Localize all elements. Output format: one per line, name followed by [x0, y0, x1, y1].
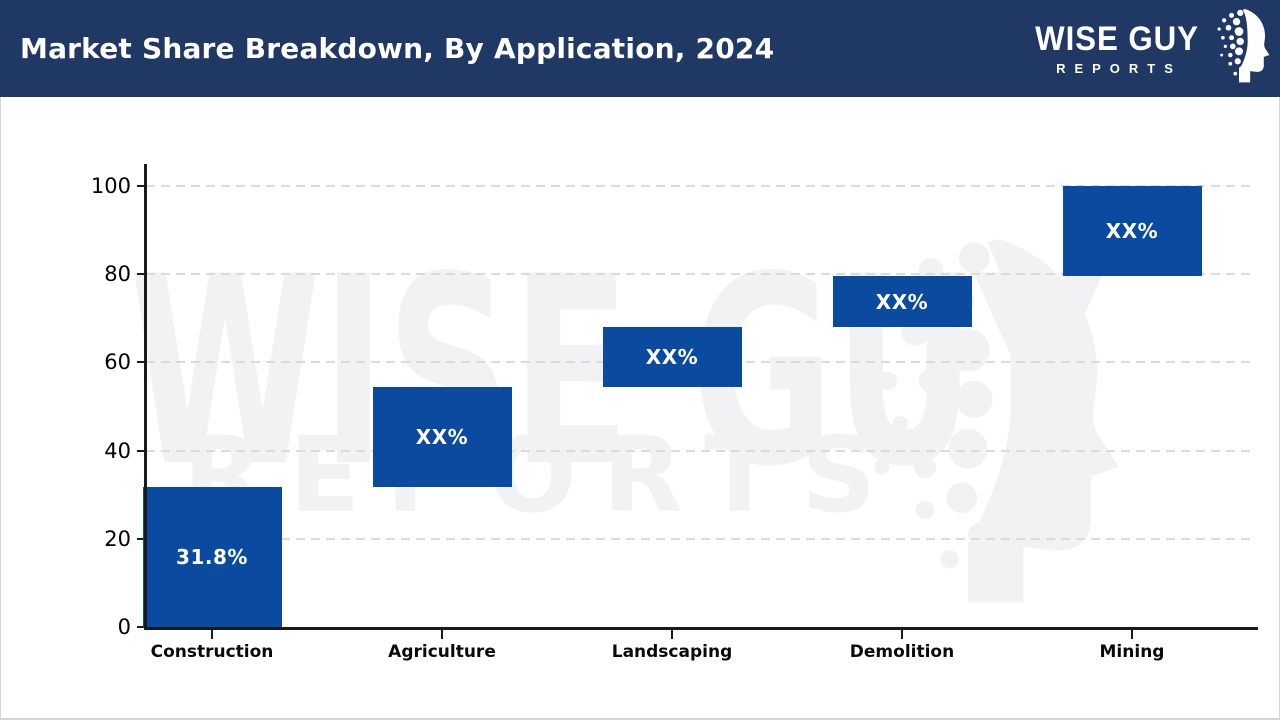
y-axis — [144, 163, 147, 630]
bar-mining: XX% — [1062, 186, 1202, 276]
y-tick-20 — [137, 537, 146, 540]
y-tick-0 — [137, 626, 146, 628]
gridline-20 — [146, 537, 1256, 540]
brand-logo: WISE GUY REPORTS — [1028, 6, 1270, 92]
y-tick-label-0: 0 — [117, 615, 131, 639]
x-tick-agriculture — [441, 630, 443, 639]
bar-label-agriculture: XX% — [415, 424, 469, 449]
x-axis — [144, 627, 1258, 630]
y-tick-label-100: 100 — [90, 174, 131, 198]
bar-label-construction: 31.8% — [176, 544, 248, 569]
y-tick-100 — [137, 185, 146, 187]
page-title: Market Share Breakdown, By Application, … — [20, 32, 775, 65]
watermark-subtext: REPORTS — [183, 414, 903, 536]
bar-label-demolition: XX% — [875, 289, 929, 314]
y-tick-40 — [137, 449, 146, 452]
chart-area: WISE GUY REPORTS 0 20 40 60 80 100 31.8% Constr… — [0, 97, 1280, 720]
category-label-landscaping: Landscaping — [611, 642, 733, 662]
y-tick-label-40: 40 — [104, 438, 131, 463]
x-tick-mining — [1131, 630, 1133, 639]
bar-landscaping: XX% — [602, 327, 742, 388]
brand-wordmark-block: WISE GUY REPORTS — [1028, 22, 1206, 76]
y-tick-label-80: 80 — [104, 262, 131, 287]
bar-construction: 31.8% — [142, 486, 282, 627]
y-tick-80 — [137, 273, 146, 276]
category-label-mining: Mining — [1099, 642, 1165, 662]
plot: 0 20 40 60 80 100 31.8% Construction XX% Agricult… — [1, 97, 1279, 718]
x-tick-construction — [211, 630, 213, 639]
category-label-construction: Construction — [150, 642, 274, 662]
bar-demolition: XX% — [832, 275, 972, 328]
gridline-100 — [146, 185, 1256, 187]
category-label-demolition: Demolition — [849, 642, 955, 662]
x-tick-landscaping — [671, 630, 673, 639]
brand-wordmark: WISE GUY — [1035, 19, 1199, 58]
header: Market Share Breakdown, By Application, … — [0, 0, 1280, 97]
brand-head-icon — [1208, 6, 1270, 92]
brand-subtext: REPORTS — [1056, 60, 1182, 76]
bar-label-mining: XX% — [1105, 218, 1159, 243]
x-tick-demolition — [901, 630, 903, 639]
gridline-40 — [146, 449, 1256, 452]
category-label-agriculture: Agriculture — [388, 642, 496, 662]
bar-label-landscaping: XX% — [645, 345, 699, 370]
y-tick-label-60: 60 — [104, 350, 131, 375]
bar-agriculture: XX% — [372, 387, 512, 487]
y-tick-60 — [137, 361, 146, 364]
gridline-80 — [146, 273, 1256, 276]
y-tick-label-20: 20 — [104, 526, 131, 551]
